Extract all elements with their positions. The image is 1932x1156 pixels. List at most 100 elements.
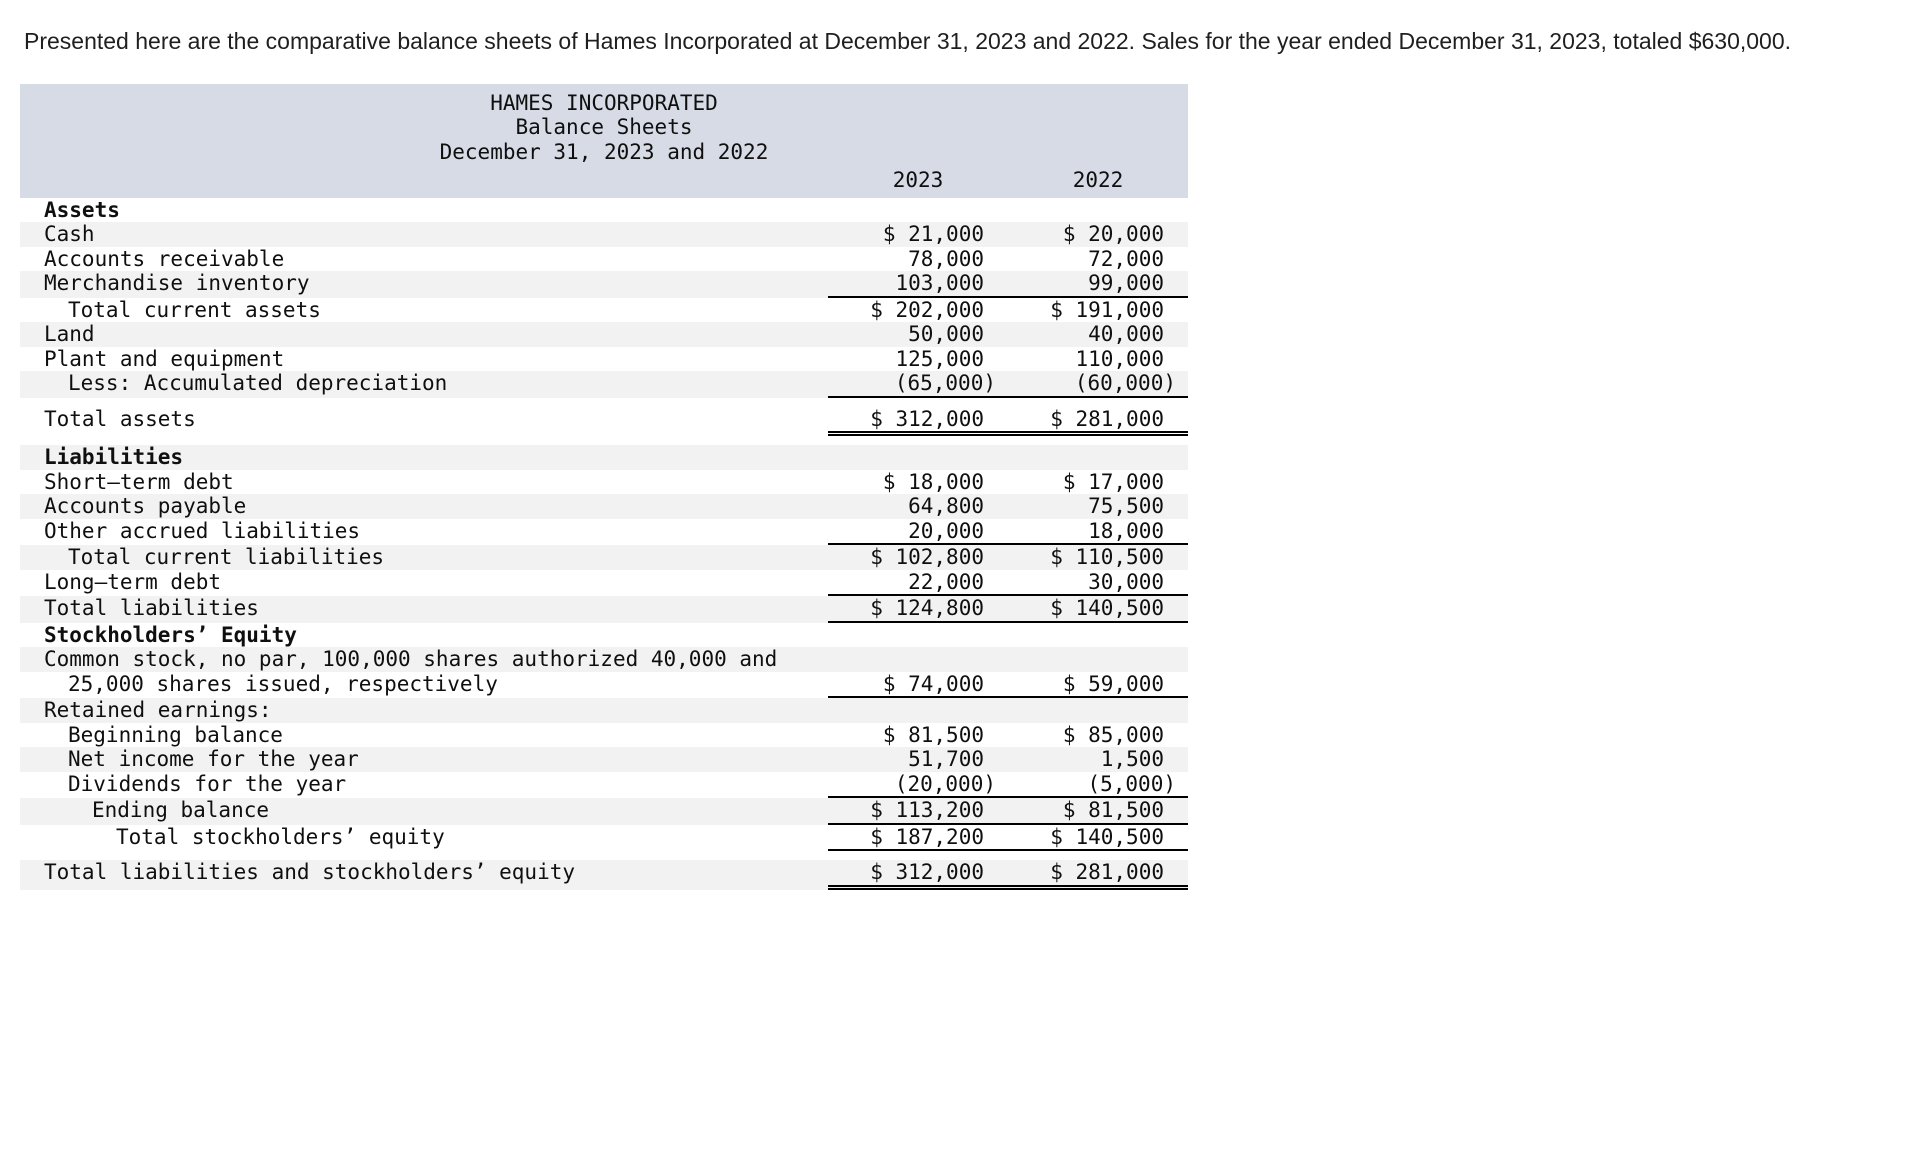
row-label: Cash <box>44 222 95 247</box>
amount-2023: $ 18,000 <box>882 469 984 494</box>
amount-2022: 1,500 <box>1100 747 1164 772</box>
table-row: Land 50,000 40,000 <box>20 322 1188 347</box>
amount-2023: 50,000 <box>908 322 984 347</box>
table-row: Retained earnings: <box>20 698 1188 723</box>
table-row: Long–term debt 22,000 30,000 <box>20 570 1188 597</box>
amount-2022 <box>1008 647 1188 672</box>
table-row: Beginning balance $ 81,500 $ 85,000 <box>20 723 1188 748</box>
row-label: Accounts payable <box>44 494 247 519</box>
amount-2022: $ 281,000 <box>1008 407 1188 437</box>
table-row: Plant and equipment 125,000 110,000 <box>20 347 1188 372</box>
amount-2023: $ 74,000 <box>828 672 1008 699</box>
table-header: HAMES INCORPORATED Balance Sheets Decemb… <box>20 83 1188 198</box>
amount-2022 <box>1008 698 1188 723</box>
amount-2022 <box>1008 445 1188 470</box>
row-label: Other accrued liabilities <box>44 518 361 543</box>
amount-2022: $ 17,000 <box>1062 469 1164 494</box>
amount-2023 <box>828 198 1008 223</box>
amount-2023: 78,000 <box>908 246 984 271</box>
table-row: Total liabilities $ 124,800 $ 140,500 <box>20 596 1188 623</box>
amount-2023: 103,000 <box>828 271 1008 298</box>
amount-2022: $ 81,500 <box>1008 798 1188 825</box>
table-row: Assets <box>20 198 1188 223</box>
column-header-2023: 2023 <box>892 168 944 193</box>
row-label: 25,000 shares issued, respectively <box>68 671 498 696</box>
amount-2022: $ 140,500 <box>1008 596 1188 623</box>
amount-2023 <box>828 445 1008 470</box>
row-label: Long–term debt <box>44 569 222 594</box>
column-header-2022: 2022 <box>1072 168 1124 193</box>
table-row: 25,000 shares issued, respectively $ 74,0… <box>20 672 1188 699</box>
page: Presented here are the comparative balan… <box>0 26 1932 890</box>
amount-2022: 40,000 <box>1088 322 1164 347</box>
amount-2022: 99,000 <box>1008 271 1188 298</box>
amount-2023 <box>828 623 1008 648</box>
table-row: Dividends for the year (20,000) (5,000) <box>20 772 1188 799</box>
row-label: Total current assets <box>68 297 321 322</box>
row-label: Liabilities <box>44 445 184 470</box>
amount-2022: (5,000) <box>1008 772 1188 799</box>
amount-2023: 64,800 <box>908 494 984 519</box>
statement-dates: December 31, 2023 and 2022 <box>439 139 769 164</box>
statement-title: Balance Sheets <box>515 115 693 140</box>
amount-2023: 125,000 <box>895 346 984 371</box>
row-label: Ending balance <box>92 798 270 823</box>
row-label: Land <box>44 322 95 347</box>
amount-2022: $ 281,000 <box>1008 860 1188 890</box>
column-header-spacer <box>20 168 828 193</box>
amount-2022: $ 140,500 <box>1008 825 1188 852</box>
row-label: Total assets <box>44 406 196 431</box>
amount-2022: $ 20,000 <box>1062 222 1164 247</box>
amount-2022: 72,000 <box>1088 246 1164 271</box>
amount-2022: $ 85,000 <box>1062 722 1164 747</box>
intro-text: Presented here are the comparative balan… <box>24 28 1792 54</box>
amount-2023: $ 202,000 <box>870 297 984 322</box>
row-label: Plant and equipment <box>44 346 285 371</box>
table-row: Ending balance $ 113,200 $ 81,500 <box>20 798 1188 825</box>
amount-2023: 22,000 <box>828 570 1008 597</box>
amount-2023: $ 113,200 <box>828 798 1008 825</box>
row-label: Total current liabilities <box>68 545 385 570</box>
row-label: Dividends for the year <box>68 771 347 796</box>
amount-2022: (60,000) <box>1008 371 1188 398</box>
amount-2023: $ 81,500 <box>882 722 984 747</box>
row-label: Stockholders’ Equity <box>44 622 297 647</box>
amount-2023: $ 187,200 <box>828 825 1008 852</box>
row-label: Merchandise inventory <box>44 271 310 296</box>
row-label: Less: Accumulated depreciation <box>68 371 448 396</box>
amount-2023: $ 312,000 <box>828 860 1008 890</box>
amount-2022: 75,500 <box>1088 494 1164 519</box>
row-label: Retained earnings: <box>44 698 272 723</box>
table-row: Total current liabilities $ 102,800 $ 110,… <box>20 545 1188 570</box>
row-label: Total liabilities and stockholders’ equi… <box>44 860 576 885</box>
amount-2022: $ 110,500 <box>1050 545 1164 570</box>
table-body: Assets Cash $ 21,000 $ 20,000 Accounts recei… <box>20 198 1188 890</box>
amount-2023: 20,000 <box>828 519 1008 546</box>
amount-2023: (20,000) <box>828 772 1008 799</box>
company-name: HAMES INCORPORATED <box>490 90 718 115</box>
table-row: Liabilities <box>20 445 1188 470</box>
row-label: Common stock, no par, 100,000 shares aut… <box>44 647 778 672</box>
table-row: Cash $ 21,000 $ 20,000 <box>20 222 1188 247</box>
amount-2023 <box>828 647 1008 672</box>
table-row: Total assets $ 312,000 $ 281,000 <box>20 407 1188 437</box>
amount-2023: 51,700 <box>908 747 984 772</box>
table-row: Other accrued liabilities 20,000 18,000 <box>20 519 1188 546</box>
row-label: Total liabilities <box>44 596 259 621</box>
amount-2023 <box>828 698 1008 723</box>
table-row: Accounts payable 64,800 75,500 <box>20 494 1188 519</box>
amount-2023: $ 21,000 <box>882 222 984 247</box>
table-row: Short–term debt $ 18,000 $ 17,000 <box>20 470 1188 495</box>
table-row: Net income for the year 51,700 1,500 <box>20 747 1188 772</box>
table-row: Total liabilities and stockholders’ equi… <box>20 860 1188 890</box>
row-label: Short–term debt <box>44 469 234 494</box>
table-row: Common stock, no par, 100,000 shares aut… <box>20 647 1188 672</box>
table-row: Stockholders’ Equity <box>20 623 1188 648</box>
row-label: Beginning balance <box>68 722 283 747</box>
balance-sheet-table: HAMES INCORPORATED Balance Sheets Decemb… <box>20 83 1188 890</box>
row-label: Net income for the year <box>68 747 359 772</box>
row-label: Assets <box>44 197 120 222</box>
amount-2023: $ 312,000 <box>828 407 1008 437</box>
amount-2023: $ 124,800 <box>828 596 1008 623</box>
column-headers: 2023 2022 <box>20 164 1188 198</box>
